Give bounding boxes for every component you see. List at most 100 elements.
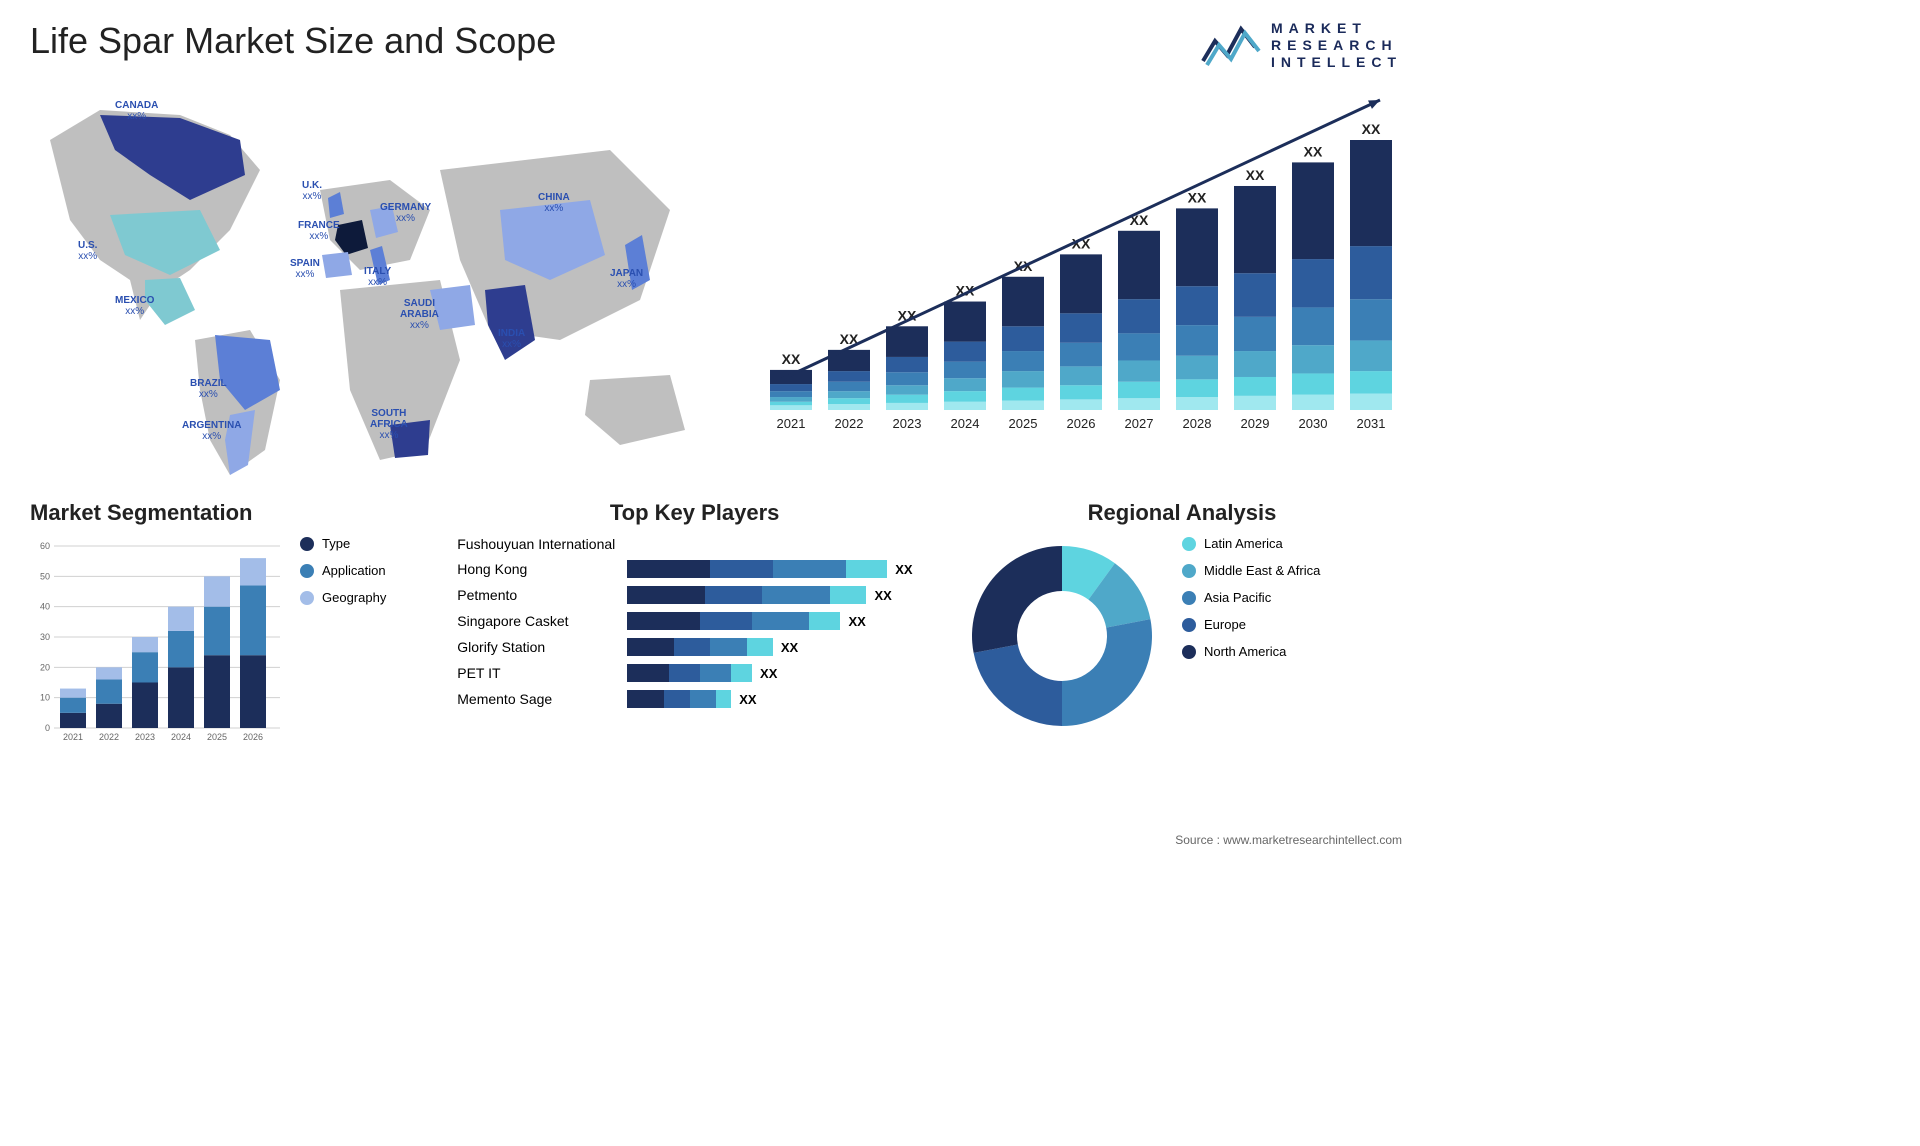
logo: MARKET RESEARCH INTELLECT xyxy=(1201,20,1402,70)
forecast-bar-seg xyxy=(944,402,986,410)
forecast-bar-seg xyxy=(1234,274,1276,318)
forecast-bar-seg xyxy=(944,302,986,342)
player-value-label: XX xyxy=(760,666,777,681)
seg-year-label: 2024 xyxy=(171,732,191,742)
forecast-chart-panel: XX2021XX2022XX2023XX2024XX2025XX2026XX20… xyxy=(760,80,1420,480)
forecast-bar-seg xyxy=(1292,346,1334,374)
player-bar-wrap: XX xyxy=(627,690,932,708)
forecast-bar-seg xyxy=(770,384,812,391)
forecast-bar-seg xyxy=(944,362,986,379)
seg-bar-seg xyxy=(204,577,230,607)
forecast-bar-seg xyxy=(1002,327,1044,352)
forecast-bar-seg xyxy=(1350,341,1392,372)
player-bar-wrap: XX xyxy=(627,664,932,682)
forecast-bar-seg xyxy=(1002,277,1044,327)
map-label-spain: SPAINxx% xyxy=(290,258,320,280)
forecast-bar-seg xyxy=(1234,396,1276,410)
forecast-bar-seg xyxy=(1292,259,1334,307)
regional-legend-item: North America xyxy=(1182,644,1320,659)
legend-dot-icon xyxy=(300,564,314,578)
player-bar-seg xyxy=(809,612,840,630)
player-value-label: XX xyxy=(739,692,756,707)
player-bar-seg xyxy=(731,664,752,682)
player-bar-seg xyxy=(627,638,674,656)
legend-dot-icon xyxy=(1182,618,1196,632)
forecast-bar-seg xyxy=(1118,300,1160,334)
map-region xyxy=(322,252,352,278)
forecast-bar-seg xyxy=(886,327,928,358)
forecast-bar-seg xyxy=(886,357,928,372)
player-value-label: XX xyxy=(895,562,912,577)
player-bar xyxy=(627,612,840,630)
player-bar xyxy=(627,690,731,708)
forecast-bar-seg xyxy=(1350,140,1392,246)
player-bar-seg xyxy=(627,586,705,604)
forecast-bar-seg xyxy=(886,373,928,386)
forecast-year-label: 2025 xyxy=(1009,416,1038,431)
seg-bar-seg xyxy=(204,607,230,656)
seg-bar-seg xyxy=(240,586,266,656)
seg-ytick: 30 xyxy=(40,632,50,642)
map-label-u-s-: U.S.xx% xyxy=(78,240,97,262)
forecast-bar-seg xyxy=(1176,325,1218,356)
forecast-bar-seg xyxy=(1292,308,1334,346)
seg-year-label: 2021 xyxy=(63,732,83,742)
forecast-year-label: 2030 xyxy=(1299,416,1328,431)
seg-year-label: 2025 xyxy=(207,732,227,742)
forecast-bar-seg xyxy=(1176,356,1218,380)
seg-ytick: 50 xyxy=(40,572,50,582)
segmentation-panel: Market Segmentation 01020304050602021202… xyxy=(30,500,427,766)
forecast-year-label: 2021 xyxy=(777,416,806,431)
player-row: PET IT XX xyxy=(457,664,932,682)
forecast-bar-seg xyxy=(828,371,870,382)
map-label-u-k-: U.K.xx% xyxy=(302,180,322,202)
player-row: Hong Kong XX xyxy=(457,560,932,578)
forecast-bar-seg xyxy=(1234,317,1276,351)
legend-dot-icon xyxy=(300,537,314,551)
player-bar-seg xyxy=(716,690,732,708)
seg-bar-seg xyxy=(240,559,266,586)
legend-dot-icon xyxy=(300,591,314,605)
forecast-bar-label: XX xyxy=(1362,121,1381,137)
map-label-france: FRANCExx% xyxy=(298,220,340,242)
seg-bar-seg xyxy=(168,631,194,667)
player-row: PetmentoXX xyxy=(457,586,932,604)
map-region xyxy=(585,375,685,445)
seg-legend-item: Type xyxy=(300,536,386,551)
player-bar xyxy=(627,664,752,682)
seg-ytick: 0 xyxy=(45,723,50,733)
seg-bar-seg xyxy=(132,637,158,652)
player-bar-seg xyxy=(700,664,731,682)
forecast-bar-seg xyxy=(770,402,812,406)
player-bar-seg xyxy=(710,560,772,578)
player-bar-seg xyxy=(627,612,700,630)
player-bar-wrap: XX xyxy=(627,586,932,604)
segmentation-legend: TypeApplicationGeography xyxy=(300,536,386,605)
map-label-argentina: ARGENTINAxx% xyxy=(182,420,241,442)
forecast-bar-seg xyxy=(944,392,986,403)
regional-legend-label: North America xyxy=(1204,644,1286,659)
player-name-label: Hong Kong xyxy=(457,561,617,577)
regional-legend-item: Asia Pacific xyxy=(1182,590,1320,605)
forecast-bar-seg xyxy=(1234,351,1276,377)
forecast-bar-seg xyxy=(1060,400,1102,411)
forecast-year-label: 2023 xyxy=(893,416,922,431)
player-bar-seg xyxy=(690,690,716,708)
regional-legend-item: Europe xyxy=(1182,617,1320,632)
player-bar-wrap: XX xyxy=(627,612,932,630)
forecast-bar-seg xyxy=(1118,382,1160,399)
forecast-bar-seg xyxy=(1292,395,1334,410)
forecast-bar-seg xyxy=(1350,247,1392,300)
forecast-bar-seg xyxy=(1176,287,1218,326)
forecast-bar-seg xyxy=(1002,388,1044,401)
seg-bar-seg xyxy=(132,653,158,683)
seg-bar-seg xyxy=(60,698,86,713)
player-bar-seg xyxy=(627,560,710,578)
forecast-bar-seg xyxy=(1292,163,1334,260)
forecast-bar-seg xyxy=(1234,377,1276,396)
player-name-label: PET IT xyxy=(457,665,617,681)
player-bar-seg xyxy=(700,612,752,630)
world-map-panel: CANADAxx%U.S.xx%MEXICOxx%BRAZILxx%ARGENT… xyxy=(30,80,720,480)
forecast-bar-label: XX xyxy=(1246,167,1265,183)
logo-line2: RESEARCH xyxy=(1271,37,1402,54)
